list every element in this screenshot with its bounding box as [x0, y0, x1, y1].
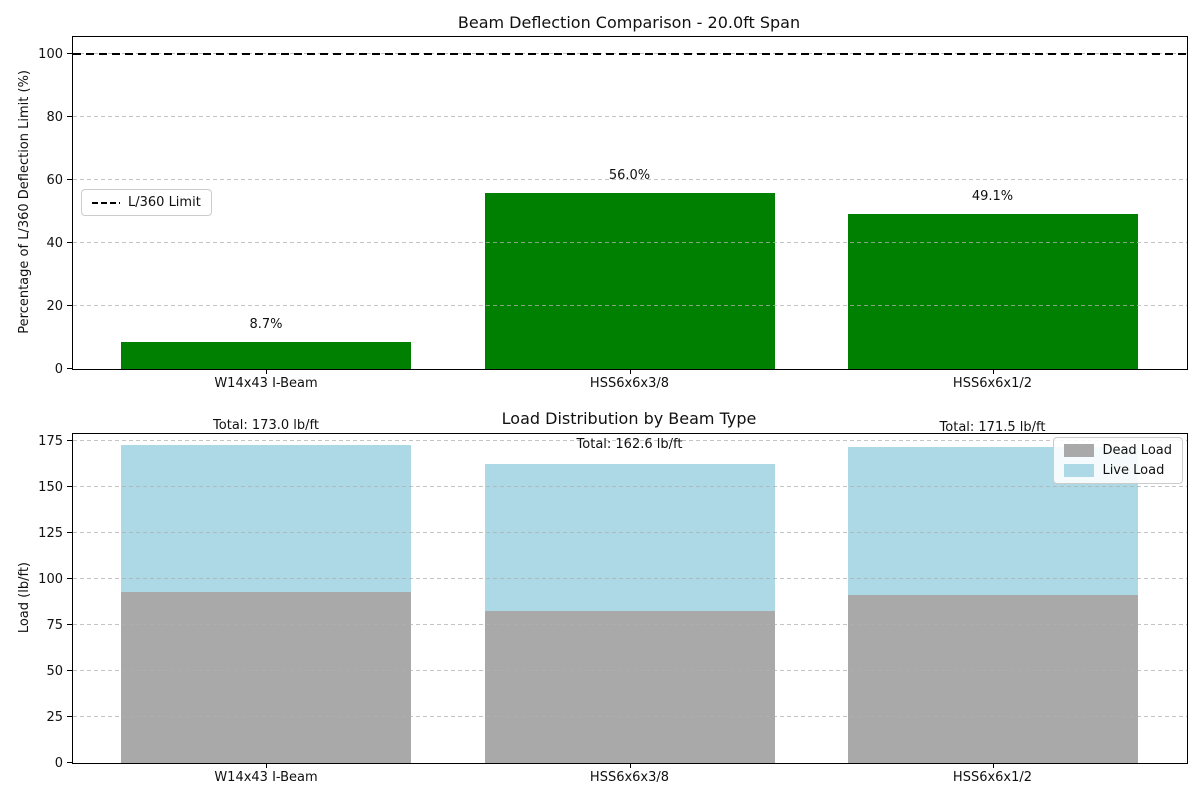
x-tick-label: W14x43 I-Beam — [214, 770, 318, 785]
bar — [121, 341, 411, 369]
bar — [847, 214, 1138, 369]
y-tick — [67, 242, 72, 244]
y-tick-label: 40 — [46, 236, 63, 252]
x-tick-label: W14x43 I-Beam — [214, 376, 318, 391]
legend-label: Dead Load — [1102, 443, 1172, 458]
y-tick — [67, 670, 72, 671]
deflection-chart-title: Beam Deflection Comparison - 20.0ft Span — [457, 13, 801, 32]
x-tick-label: HSS6x6x3/8 — [589, 376, 670, 391]
legend: L/360 Limit — [81, 189, 212, 216]
load-chart-title: Load Distribution by Beam Type — [501, 409, 757, 428]
bar-segment-dead-load — [847, 594, 1138, 763]
bar-value-label: 49.1% — [971, 189, 1014, 205]
limit-line — [73, 53, 1187, 56]
bar-value-label: Total: 171.5 lb/ft — [939, 420, 1046, 436]
gridline — [73, 532, 1187, 533]
x-tick — [992, 763, 994, 768]
y-tick-label: 150 — [38, 480, 63, 495]
bar-value-label: Total: 173.0 lb/ft — [213, 417, 319, 433]
x-tick — [992, 369, 994, 374]
gridline — [73, 116, 1187, 118]
y-tick-label: 125 — [38, 526, 63, 541]
y-tick-label: 25 — [46, 710, 63, 725]
gridline — [73, 305, 1187, 307]
legend-label: Live Load — [1102, 463, 1165, 478]
legend-entry: L/360 Limit — [92, 195, 201, 210]
legend-patch-swatch — [1064, 444, 1095, 457]
bar-segment-dead-load — [121, 591, 411, 763]
gridline — [73, 670, 1187, 671]
y-tick — [67, 368, 72, 369]
x-tick — [629, 763, 631, 768]
gridline — [73, 486, 1187, 487]
legend-patch-swatch — [1064, 464, 1095, 477]
x-tick — [266, 763, 267, 768]
bar-value-label: Total: 162.6 lb/ft — [576, 436, 683, 452]
y-tick — [67, 624, 72, 625]
deflection-plot-area: W14x43 I-Beam 8.7% HSS6x6x3/8 56.0% HSS6x6x1… — [38, 36, 1188, 391]
y-tick-label: 175 — [38, 434, 63, 449]
y-tick — [67, 179, 72, 181]
bar-segment-live-load — [484, 463, 775, 612]
bar — [484, 192, 775, 369]
y-tick-label: 50 — [46, 664, 63, 679]
x-tick — [266, 369, 267, 374]
y-tick-label: 0 — [54, 362, 63, 377]
x-tick-label: HSS6x6x1/2 — [952, 376, 1033, 391]
x-tick-label: HSS6x6x3/8 — [589, 770, 670, 785]
bar-value-label: 56.0% — [608, 167, 651, 183]
load-plot-area: W14x43 I-Beam Total: 173.0 lb/ft HSS6x6x3/… — [38, 418, 1188, 785]
x-tick — [629, 369, 631, 374]
legend-entry: Live Load — [1064, 463, 1172, 478]
legend-dashed-line-swatch — [92, 201, 120, 204]
y-tick — [67, 53, 72, 55]
y-tick — [67, 532, 72, 533]
y-tick — [67, 305, 72, 307]
gridline — [73, 440, 1187, 441]
y-tick — [67, 486, 72, 487]
gridline — [73, 179, 1187, 181]
legend: Dead Load Live Load — [1053, 437, 1183, 484]
y-tick-label: 75 — [46, 618, 63, 633]
y-tick-label: 0 — [54, 756, 63, 771]
x-tick-label: HSS6x6x1/2 — [952, 770, 1033, 785]
y-tick — [67, 762, 72, 763]
y-tick — [67, 440, 72, 441]
gridline — [73, 624, 1187, 625]
y-tick — [67, 578, 72, 579]
gridline — [73, 716, 1187, 717]
legend-entry: Dead Load — [1064, 443, 1172, 458]
gridline — [73, 578, 1187, 579]
y-tick-label: 60 — [46, 173, 63, 189]
y-tick — [67, 116, 72, 118]
y-tick-label: 80 — [46, 110, 63, 126]
bar-segment-dead-load — [484, 611, 775, 763]
legend-label: L/360 Limit — [128, 195, 201, 210]
bar-segment-live-load — [121, 444, 411, 592]
y-tick-label: 100 — [38, 47, 63, 63]
y-tick-label: 20 — [46, 299, 63, 315]
deflection-y-axis-label-wrap: Percentage of L/360 Deflection Limit (%) — [14, 36, 34, 368]
y-tick-label: 100 — [38, 572, 63, 587]
gridline — [73, 242, 1187, 244]
y-tick — [67, 716, 72, 717]
bar-value-label: 8.7% — [249, 316, 283, 332]
